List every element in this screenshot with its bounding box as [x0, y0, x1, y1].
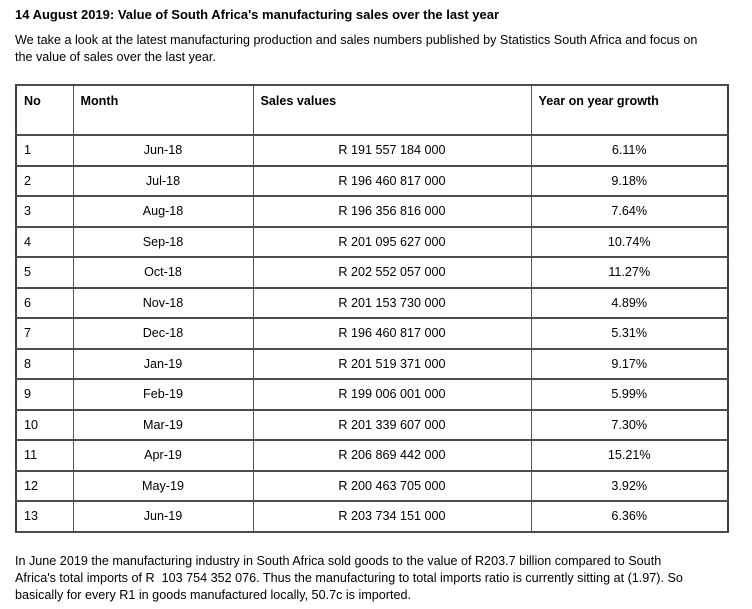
- cell-sales: R 202 552 057 000: [252, 256, 532, 289]
- cell-sales: R 201 153 730 000: [252, 286, 532, 319]
- cell-month: Apr-19: [72, 439, 254, 472]
- column-header-no: No: [15, 84, 74, 136]
- cell-month: Jun-18: [72, 134, 254, 167]
- table-row: 13 Jun-19 R 203 734 151 000 6.36%: [15, 500, 729, 533]
- table-row: 9 Feb-19 R 199 006 001 000 5.99%: [15, 378, 729, 411]
- manufacturing-sales-table: No Month Sales values Year on year growt…: [15, 84, 729, 533]
- cell-sales: R 196 460 817 000: [252, 164, 532, 197]
- cell-month: Sep-18: [72, 225, 254, 258]
- cell-sales: R 201 339 607 000: [252, 408, 532, 441]
- closing-paragraph: In June 2019 the manufacturing industry …: [15, 553, 683, 602]
- cell-month: May-19: [72, 469, 254, 502]
- table-row: 1 Jun-18 R 191 557 184 000 6.11%: [15, 134, 729, 167]
- cell-growth: 9.18%: [530, 164, 729, 197]
- table-row: 2 Jul-18 R 196 460 817 000 9.18%: [15, 164, 729, 197]
- cell-month: Jul-18: [72, 164, 254, 197]
- cell-no: 6: [15, 286, 74, 319]
- cell-sales: R 200 463 705 000: [252, 469, 532, 502]
- cell-growth: 6.36%: [530, 500, 729, 533]
- cell-no: 4: [15, 225, 74, 258]
- cell-growth: 5.31%: [530, 317, 729, 350]
- cell-sales: R 199 006 001 000: [252, 378, 532, 411]
- column-header-sales: Sales values: [252, 84, 532, 136]
- cell-sales: R 201 519 371 000: [252, 347, 532, 380]
- column-header-month: Month: [72, 84, 254, 136]
- cell-no: 9: [15, 378, 74, 411]
- table-row: 7 Dec-18 R 196 460 817 000 5.31%: [15, 317, 729, 350]
- intro-paragraph: We take a look at the latest manufacturi…: [15, 33, 698, 64]
- cell-growth: 9.17%: [530, 347, 729, 380]
- cell-no: 10: [15, 408, 74, 441]
- cell-no: 2: [15, 164, 74, 197]
- cell-sales: R 201 095 627 000: [252, 225, 532, 258]
- cell-month: Jun-19: [72, 500, 254, 533]
- page-title: 14 August 2019: Value of South Africa's …: [15, 7, 500, 22]
- cell-growth: 4.89%: [530, 286, 729, 319]
- table-row: 11 Apr-19 R 206 869 442 000 15.21%: [15, 439, 729, 472]
- column-header-growth: Year on year growth: [530, 84, 729, 136]
- cell-growth: 15.21%: [530, 439, 729, 472]
- cell-sales: R 206 869 442 000: [252, 439, 532, 472]
- table-row: 8 Jan-19 R 201 519 371 000 9.17%: [15, 347, 729, 380]
- cell-no: 12: [15, 469, 74, 502]
- cell-no: 3: [15, 195, 74, 228]
- cell-sales: R 191 557 184 000: [252, 134, 532, 167]
- cell-growth: 10.74%: [530, 225, 729, 258]
- table-row: 4 Sep-18 R 201 095 627 000 10.74%: [15, 225, 729, 258]
- cell-no: 1: [15, 134, 74, 167]
- cell-month: Aug-18: [72, 195, 254, 228]
- cell-growth: 5.99%: [530, 378, 729, 411]
- cell-growth: 7.64%: [530, 195, 729, 228]
- cell-month: Mar-19: [72, 408, 254, 441]
- cell-month: Oct-18: [72, 256, 254, 289]
- cell-growth: 3.92%: [530, 469, 729, 502]
- table-row: 10 Mar-19 R 201 339 607 000 7.30%: [15, 408, 729, 441]
- cell-growth: 6.11%: [530, 134, 729, 167]
- cell-month: Jan-19: [72, 347, 254, 380]
- cell-sales: R 196 460 817 000: [252, 317, 532, 350]
- cell-no: 8: [15, 347, 74, 380]
- cell-no: 11: [15, 439, 74, 472]
- cell-no: 7: [15, 317, 74, 350]
- cell-sales: R 196 356 816 000: [252, 195, 532, 228]
- table-row: 6 Nov-18 R 201 153 730 000 4.89%: [15, 286, 729, 319]
- cell-growth: 7.30%: [530, 408, 729, 441]
- table-row: 12 May-19 R 200 463 705 000 3.92%: [15, 469, 729, 502]
- cell-growth: 11.27%: [530, 256, 729, 289]
- cell-month: Feb-19: [72, 378, 254, 411]
- cell-month: Dec-18: [72, 317, 254, 350]
- cell-month: Nov-18: [72, 286, 254, 319]
- cell-no: 5: [15, 256, 74, 289]
- table-header-row: No Month Sales values Year on year growt…: [15, 84, 729, 136]
- cell-sales: R 203 734 151 000: [252, 500, 532, 533]
- table-row: 5 Oct-18 R 202 552 057 000 11.27%: [15, 256, 729, 289]
- table-row: 3 Aug-18 R 196 356 816 000 7.64%: [15, 195, 729, 228]
- cell-no: 13: [15, 500, 74, 533]
